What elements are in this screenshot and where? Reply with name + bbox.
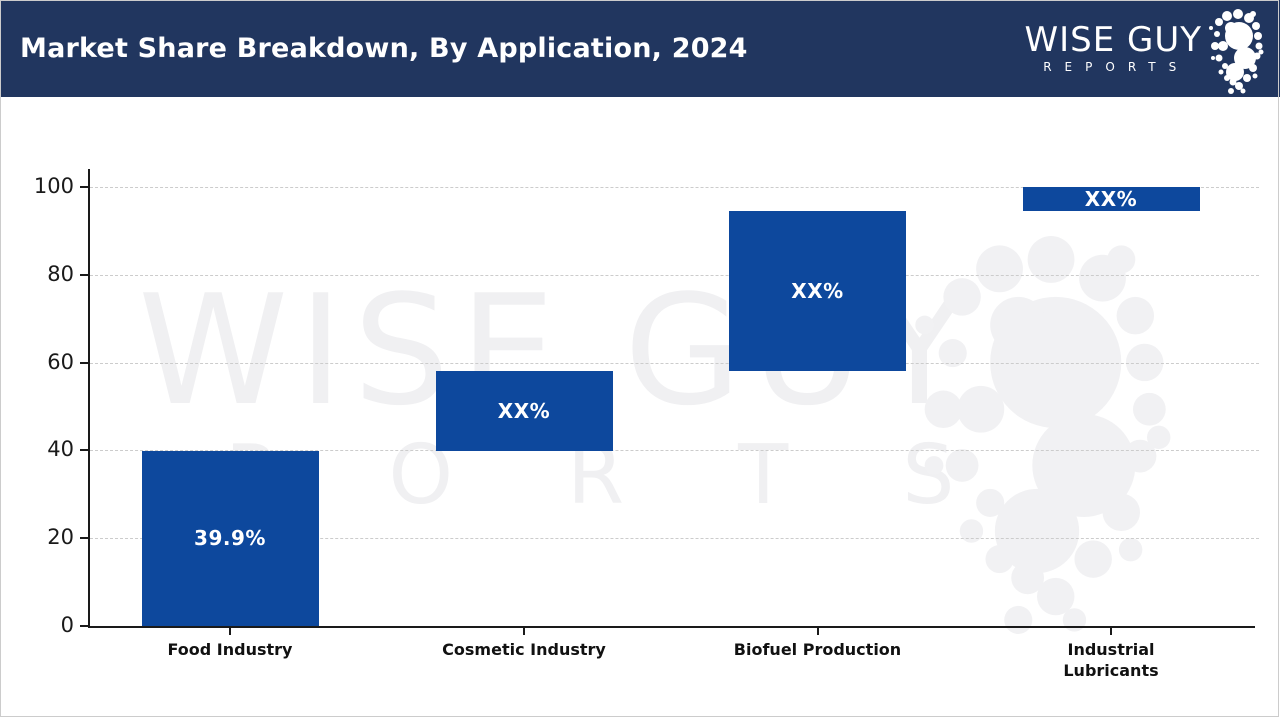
y-tick-label: 40 [47,437,74,462]
brand-logo-text: WISE GUY REPORTS [1024,22,1202,74]
grid-line [90,274,1259,276]
y-tick-label: 0 [60,613,74,637]
x-tick-mark [1110,628,1112,635]
y-tick-mark [80,625,88,627]
y-tick-mark [80,273,88,276]
y-tick-label: 60 [47,349,74,374]
brand-logo: WISE GUY REPORTS [1024,4,1266,94]
bar-value-label: XX% [1084,187,1138,212]
y-tick-label: 100 [33,174,74,198]
x-tick-mark [816,628,819,635]
y-tick-mark [80,361,88,364]
page-title: Market Share Breakdown, By Application, … [20,33,748,64]
x-tick-label: Industrial Lubricants [1001,639,1221,681]
x-tick-label: Food Industry [120,639,340,660]
y-axis [88,169,90,628]
bar-value-label: XX% [791,279,844,304]
y-tick-mark [80,449,88,452]
grid-line [90,538,1259,540]
bar-segment-4: XX% [1022,187,1200,212]
brand-name: WISE GUY [1024,20,1202,60]
brand-head-icon [1209,9,1264,94]
y-tick-mark [80,186,88,188]
x-tick-label-line: Lubricants [1063,661,1159,680]
x-tick-label: Cosmetic Industry [414,639,634,660]
grid-line [90,450,1259,452]
grid-line [90,362,1259,364]
y-tick-label: 80 [47,261,74,286]
x-tick-label-line: Industrial [1067,640,1155,659]
x-tick-label-line: Food Industry [167,640,293,659]
bar-segment-3: XX% [729,211,906,372]
y-tick-label: 20 [47,525,74,550]
bar-segment-2: XX% [435,371,613,451]
grid-line [90,187,1259,188]
bar-value-label: 39.9% [194,526,266,551]
x-tick-label-line: Cosmetic Industry [442,640,606,659]
y-tick-mark [80,537,88,540]
x-axis [88,626,1255,628]
x-tick-label-line: Biofuel Production [733,640,902,659]
x-tick-mark [523,628,525,635]
header-bar: Market Share Breakdown, By Application, … [0,0,1280,97]
x-tick-label: Biofuel Production [708,639,928,660]
brand-subtitle: REPORTS [1043,60,1190,74]
bar-value-label: XX% [497,399,551,424]
x-tick-mark [229,628,231,635]
bar-segment-1: 39.9% [141,450,319,626]
